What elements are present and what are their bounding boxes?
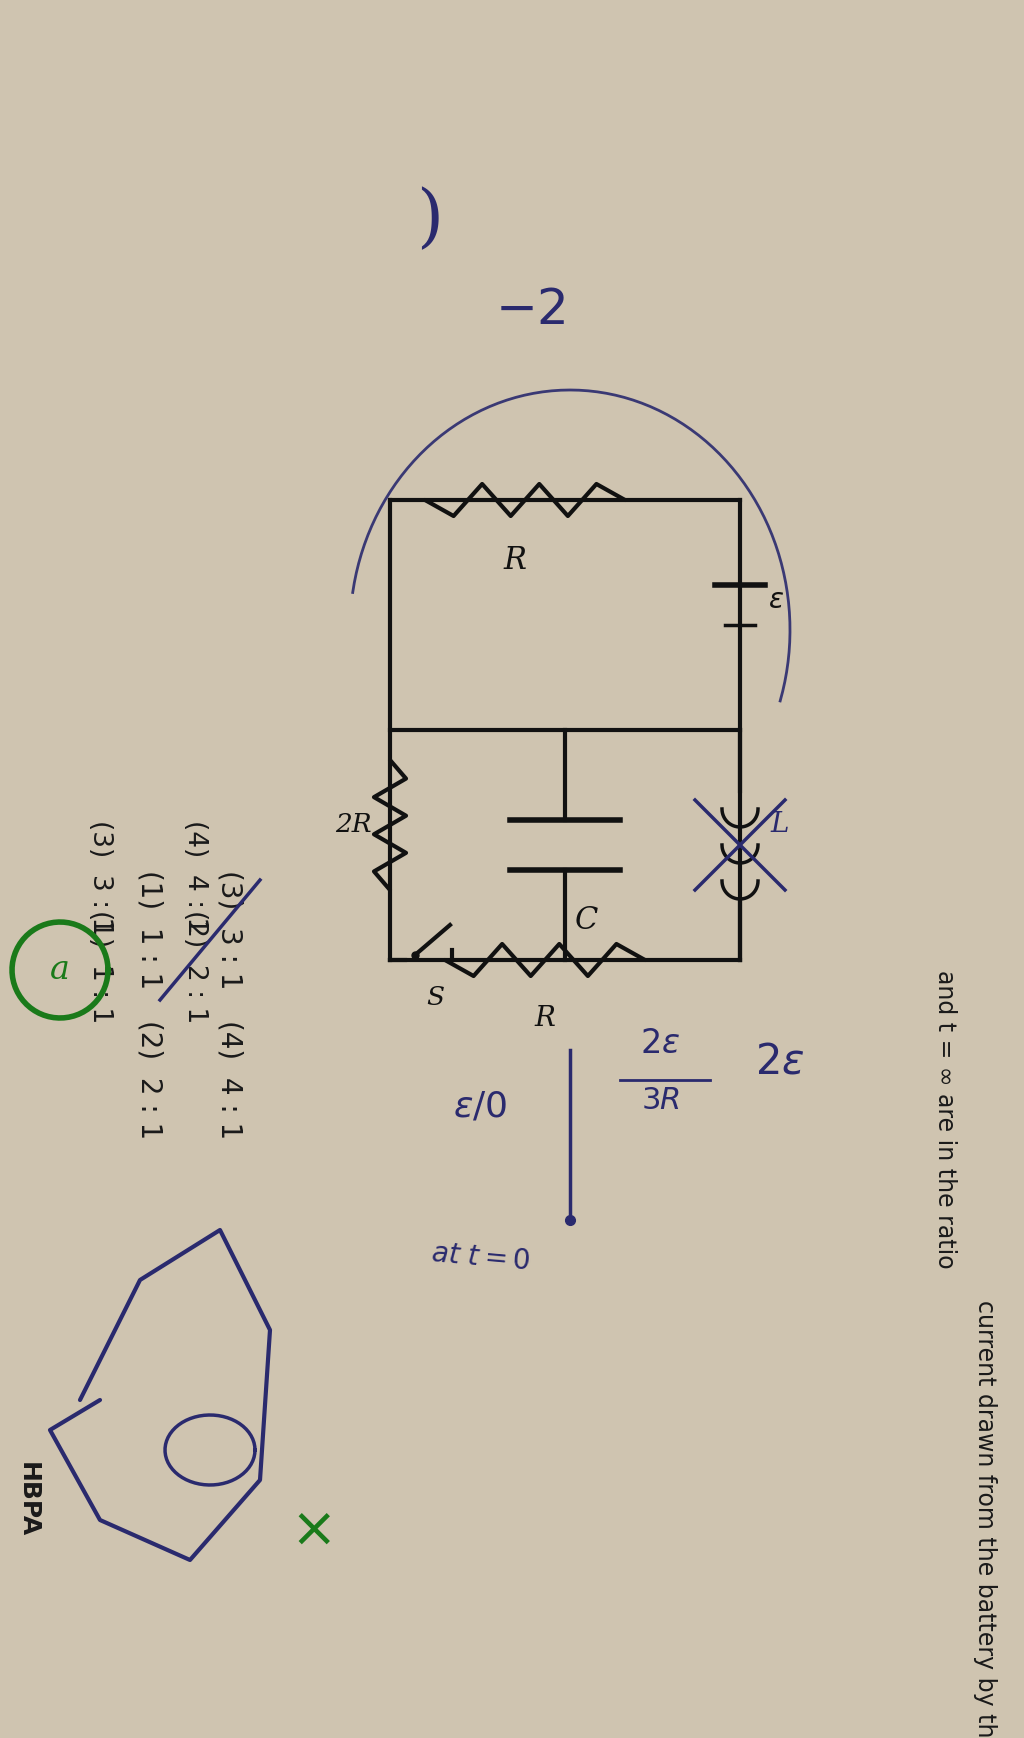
Text: (3)  3 : 1: (3) 3 : 1	[87, 820, 113, 933]
Text: and t = ∞ are in the ratio: and t = ∞ are in the ratio	[933, 970, 957, 1269]
Text: $2\varepsilon$: $2\varepsilon$	[756, 1039, 805, 1083]
Text: C: C	[575, 905, 598, 937]
Text: S: S	[426, 985, 444, 1010]
Text: HBPA: HBPA	[16, 1462, 40, 1538]
Text: (3)  3 : 1: (3) 3 : 1	[216, 871, 244, 989]
Text: a: a	[50, 954, 70, 985]
Text: $\times$: $\times$	[290, 1503, 331, 1557]
Text: $\varepsilon/0$: $\varepsilon/0$	[453, 1090, 507, 1124]
Text: (2)  2 : 1: (2) 2 : 1	[136, 1020, 164, 1138]
Text: $-2$: $-2$	[495, 285, 565, 334]
Text: (4)  4 : 1: (4) 4 : 1	[216, 1020, 244, 1138]
Text: ): )	[417, 186, 443, 254]
Text: (2)  2 : 1: (2) 2 : 1	[182, 911, 208, 1024]
Text: $3R$: $3R$	[641, 1085, 679, 1116]
Text: $2\varepsilon$: $2\varepsilon$	[640, 1027, 680, 1060]
Text: $at\ t{=}0$: $at\ t{=}0$	[429, 1239, 530, 1276]
Text: (1)  1 : 1: (1) 1 : 1	[136, 871, 164, 989]
Text: current drawn from the battery by the circuit at t = 0: current drawn from the battery by the ci…	[973, 1300, 997, 1738]
Text: 2R: 2R	[336, 812, 372, 838]
Text: R: R	[535, 1005, 555, 1032]
Text: (1)  1 : 1: (1) 1 : 1	[87, 911, 113, 1024]
Text: (4)  4 : 1: (4) 4 : 1	[182, 820, 208, 933]
Text: R: R	[504, 546, 526, 575]
Text: L: L	[770, 812, 788, 838]
Text: $\varepsilon$: $\varepsilon$	[768, 586, 784, 614]
